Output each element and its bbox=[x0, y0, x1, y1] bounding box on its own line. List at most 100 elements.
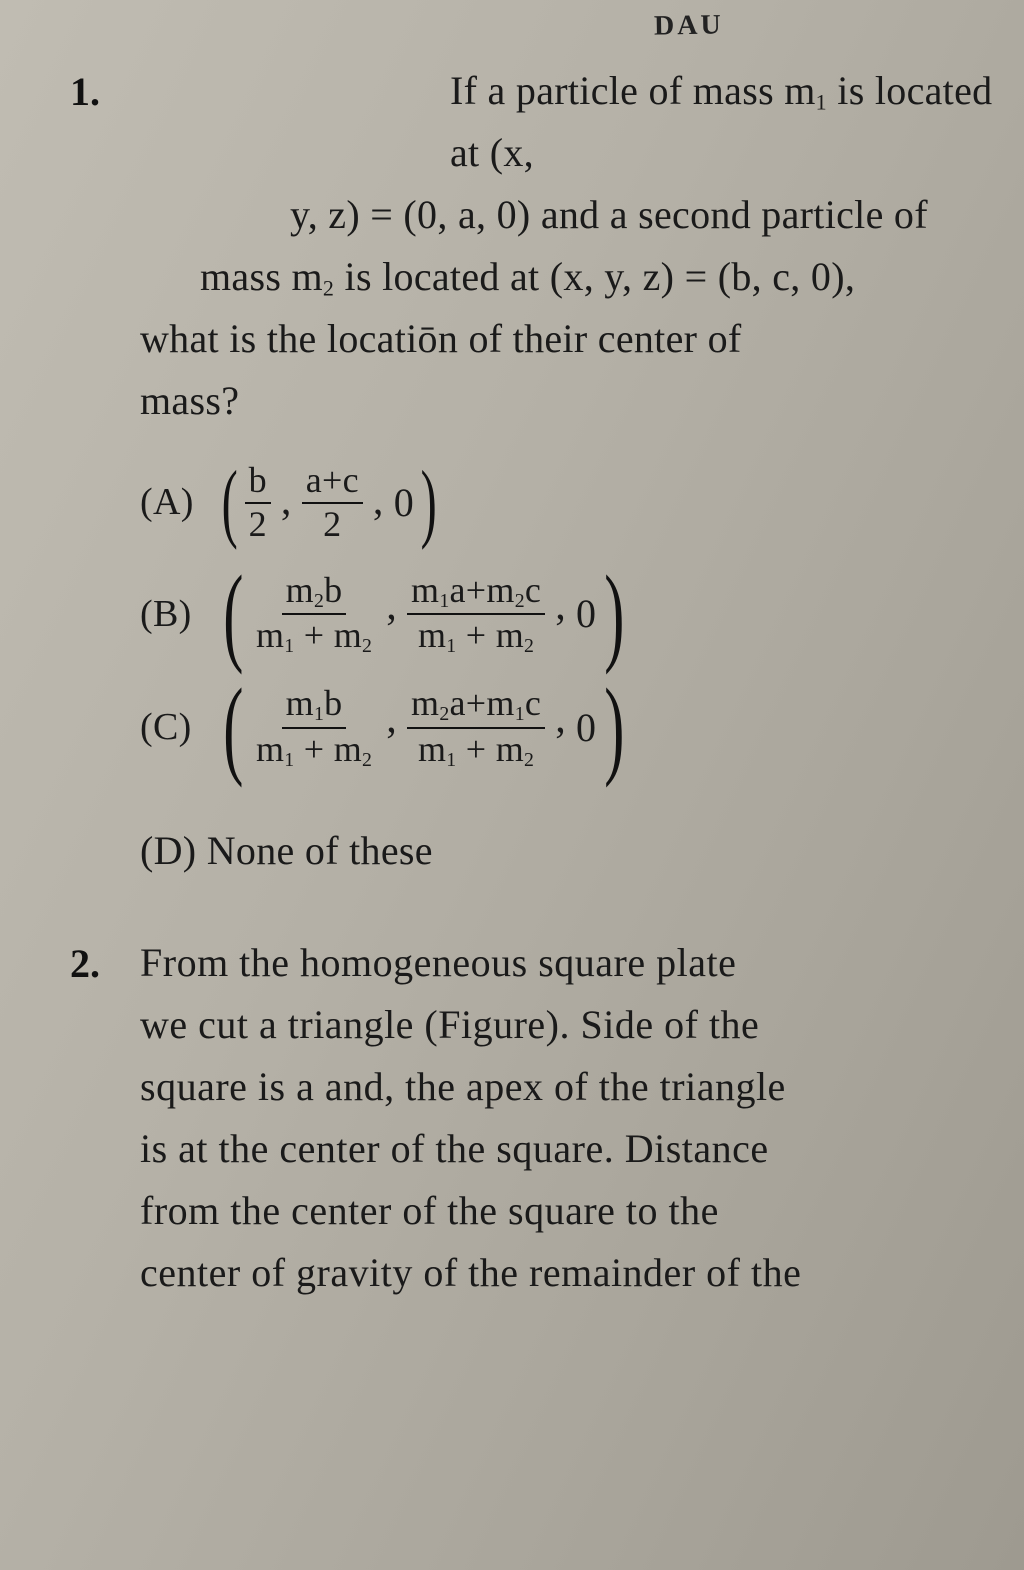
right-paren-icon: ) bbox=[605, 689, 625, 766]
t: m bbox=[418, 615, 446, 655]
t: m bbox=[286, 570, 314, 610]
s: 2 bbox=[362, 635, 372, 657]
t: + bbox=[304, 729, 325, 769]
q1-t2b: y, z) = (0, a, 0) and a second particle … bbox=[290, 192, 928, 237]
zero-a: 0 bbox=[394, 472, 414, 534]
t: + bbox=[304, 615, 325, 655]
option-a: (A) ( b 2 , a+c 2 bbox=[140, 462, 1004, 544]
t: c bbox=[525, 570, 541, 610]
t: m bbox=[256, 729, 284, 769]
option-c-label: (C) bbox=[140, 698, 215, 757]
q2-line2: we cut a triangle (Figure). Side of the bbox=[140, 994, 1004, 1056]
frac-b2: m1a+m2c m1 + m2 bbox=[407, 572, 545, 657]
q1-line3: mass m2 is located at (x, y, z) = (b, c,… bbox=[140, 246, 1004, 308]
left-paren-icon: ( bbox=[223, 689, 243, 766]
q2-line6: center of gravity of the remainder of th… bbox=[140, 1242, 1004, 1304]
t: b bbox=[324, 683, 342, 723]
question-1: 1. If a particle of mass m1 is located a… bbox=[70, 60, 1004, 902]
t: a+m bbox=[450, 570, 515, 610]
t: m bbox=[334, 729, 362, 769]
zero-c: 0 bbox=[576, 697, 596, 759]
t: m bbox=[334, 615, 362, 655]
q1-options: (A) ( b 2 , a+c 2 bbox=[140, 462, 1004, 882]
s: 2 bbox=[362, 749, 372, 771]
t: m bbox=[411, 683, 439, 723]
option-c: (C) ( m1b m1 + m2 bbox=[140, 685, 1004, 770]
frac-b1: m2b m1 + m2 bbox=[252, 572, 376, 657]
q2-line1: From the homogeneous square plate bbox=[140, 932, 1004, 994]
zero-b: 0 bbox=[576, 583, 596, 645]
t: c bbox=[525, 683, 541, 723]
frac-c2-num: m2a+m1c bbox=[407, 685, 545, 729]
t: m bbox=[256, 615, 284, 655]
s: 2 bbox=[515, 590, 525, 612]
option-a-expr: ( b 2 , a+c 2 , 0 bbox=[215, 462, 444, 544]
frac-c2: m2a+m1c m1 + m2 bbox=[407, 685, 545, 770]
q1-line4: what is the locatiōn of their center of bbox=[140, 308, 1004, 370]
s: 1 bbox=[439, 590, 449, 612]
question-2: 2. From the homogeneous square plate we … bbox=[70, 932, 1004, 1304]
s: 1 bbox=[515, 703, 525, 725]
frac-a1: b 2 bbox=[245, 462, 271, 544]
q1-sub1: 1 bbox=[816, 90, 827, 115]
frac-c1-num: m1b bbox=[282, 685, 347, 729]
s: 1 bbox=[314, 703, 324, 725]
t: m bbox=[411, 570, 439, 610]
left-paren-icon: ( bbox=[223, 576, 243, 653]
frac-b1-den: m1 + m2 bbox=[252, 615, 376, 657]
frac-c2-den: m1 + m2 bbox=[414, 729, 538, 771]
t: m bbox=[418, 729, 446, 769]
comma: , bbox=[382, 574, 401, 639]
t: a+m bbox=[450, 683, 515, 723]
q1-line1: If a particle of mass m1 is located at (… bbox=[140, 60, 1004, 184]
t: b bbox=[324, 570, 342, 610]
q1-body: If a particle of mass m1 is located at (… bbox=[140, 60, 1004, 902]
option-d-text: None of these bbox=[207, 828, 433, 873]
t: m bbox=[496, 729, 524, 769]
comma: , bbox=[277, 469, 296, 534]
option-d-label: (D) bbox=[140, 828, 196, 873]
page: DAU 1. If a particle of mass m1 is locat… bbox=[0, 0, 1024, 1570]
q1-t3b: is located at (x, y, z) = (b, c, 0), bbox=[334, 254, 855, 299]
s: 1 bbox=[446, 749, 456, 771]
t: m bbox=[286, 683, 314, 723]
comma: , bbox=[382, 687, 401, 752]
frac-b1-num: m2b bbox=[282, 572, 347, 616]
t: + bbox=[466, 729, 487, 769]
q2-number: 2. bbox=[70, 932, 140, 1304]
comma: , bbox=[551, 574, 570, 639]
option-b: (B) ( m2b m1 + m2 bbox=[140, 572, 1004, 657]
frac-a1-num: b bbox=[245, 462, 271, 504]
right-paren-icon: ) bbox=[421, 472, 437, 534]
frac-a2: a+c 2 bbox=[302, 462, 363, 544]
frac-a2-num: a+c bbox=[302, 462, 363, 504]
q1-line2: y, z) = (0, a, 0) and a second particle … bbox=[140, 184, 1004, 246]
q2-body: From the homogeneous square plate we cut… bbox=[140, 932, 1004, 1304]
s: 2 bbox=[439, 703, 449, 725]
comma: , bbox=[369, 469, 388, 534]
q1-number: 1. bbox=[70, 60, 140, 902]
q2-line5: from the center of the square to the bbox=[140, 1180, 1004, 1242]
q2-line3: square is a and, the apex of the triangl… bbox=[140, 1056, 1004, 1118]
s: 2 bbox=[524, 749, 534, 771]
t: m bbox=[496, 615, 524, 655]
right-paren-icon: ) bbox=[605, 576, 625, 653]
option-d: (D) None of these bbox=[140, 820, 1004, 882]
frac-a2-den: 2 bbox=[319, 504, 345, 544]
s: 2 bbox=[524, 635, 534, 657]
s: 1 bbox=[446, 635, 456, 657]
comma: , bbox=[551, 687, 570, 752]
q2-line4: is at the center of the square. Distance bbox=[140, 1118, 1004, 1180]
frac-b2-den: m1 + m2 bbox=[414, 615, 538, 657]
option-b-label: (B) bbox=[140, 585, 215, 644]
q1-line5: mass? bbox=[140, 370, 1004, 432]
left-paren-icon: ( bbox=[222, 472, 238, 534]
q1-t3a: mass m bbox=[200, 254, 323, 299]
option-c-expr: ( m1b m1 + m2 bbox=[215, 685, 633, 770]
option-b-expr: ( m2b m1 + m2 bbox=[215, 572, 633, 657]
frac-a1-den: 2 bbox=[245, 504, 271, 544]
s: 2 bbox=[314, 590, 324, 612]
q1-sub2: 2 bbox=[323, 276, 334, 301]
t: + bbox=[466, 615, 487, 655]
frac-c1: m1b m1 + m2 bbox=[252, 685, 376, 770]
